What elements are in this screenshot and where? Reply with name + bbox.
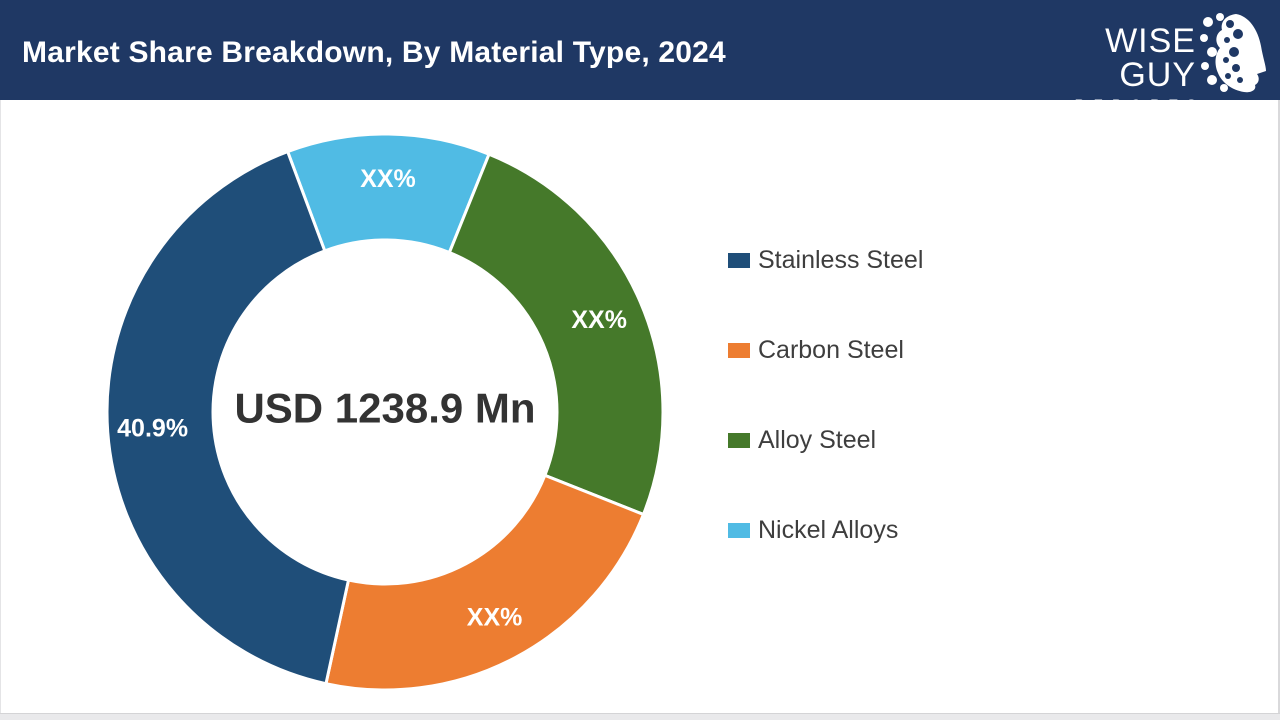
legend-item-alloy-steel: Alloy Steel	[728, 424, 923, 456]
legend-swatch-icon	[728, 252, 750, 268]
legend-swatch-icon	[728, 432, 750, 448]
slice-alloy-steel	[447, 152, 665, 517]
slice-label: XX%	[467, 604, 523, 632]
legend-swatch-icon	[728, 522, 750, 538]
wise-guy-logo: WISE GUY REPORTS	[1026, 6, 1266, 112]
logo-wordmark: WISE GUY REPORTS	[1026, 24, 1196, 112]
legend-item-nickel-alloys: Nickel Alloys	[728, 514, 923, 546]
slice-label: XX%	[571, 306, 627, 334]
legend-label: Nickel Alloys	[758, 516, 899, 544]
donut-center-value: USD 1238.9 Mn	[234, 385, 535, 432]
slice-label: XX%	[360, 165, 416, 193]
slice-carbon-steel	[324, 473, 646, 692]
legend-label: Stainless Steel	[758, 246, 924, 274]
bottom-strip	[0, 713, 1280, 720]
header-bar: Market Share Breakdown, By Material Type…	[0, 0, 1280, 112]
logo-line2: REPORTS	[1074, 96, 1205, 112]
logo-head-icon	[1200, 13, 1266, 93]
slice-label: 40.9%	[117, 415, 188, 443]
donut-chart: XX% XX% XX% 40.9% USD 1238.9 Mn	[105, 132, 665, 692]
legend-label: Carbon Steel	[758, 336, 904, 364]
chart-legend: Stainless Steel Carbon Steel Alloy Steel Ni…	[728, 244, 923, 546]
page-title: Market Share Breakdown, By Material Type…	[22, 36, 726, 69]
legend-item-stainless-steel: Stainless Steel	[728, 244, 923, 276]
slice-stainless-steel	[105, 149, 351, 686]
legend-item-carbon-steel: Carbon Steel	[728, 334, 923, 366]
legend-label: Alloy Steel	[758, 426, 877, 454]
logo-line1: WISE GUY	[1105, 22, 1196, 94]
legend-swatch-icon	[728, 342, 750, 358]
